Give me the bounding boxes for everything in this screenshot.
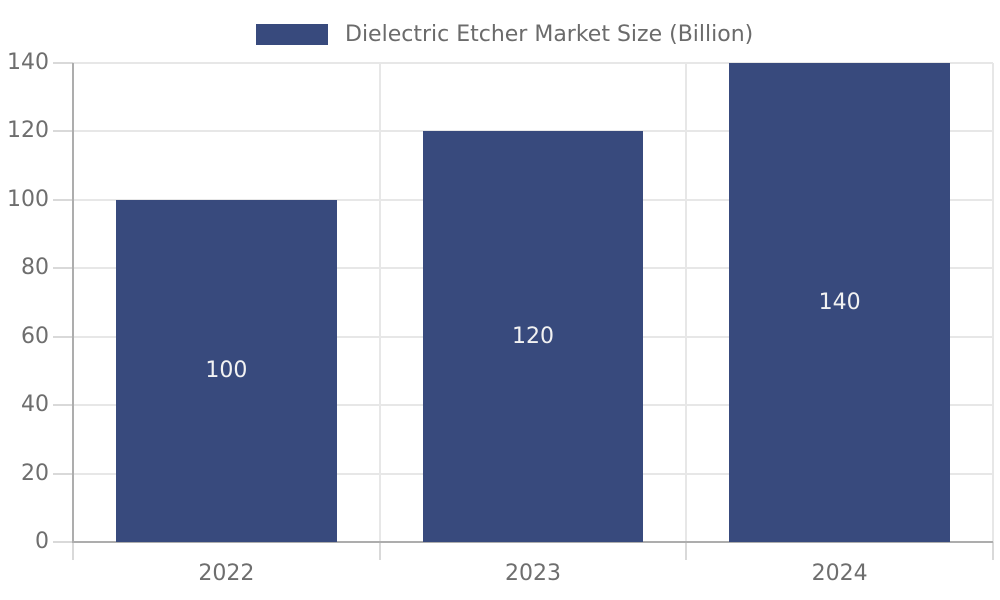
- bar[interactable]: [422, 131, 644, 542]
- y-axis-line: [72, 63, 74, 543]
- y-axis-label: 120: [7, 118, 49, 144]
- y-tick: [53, 472, 73, 475]
- legend-swatch-icon: [256, 23, 328, 45]
- bar-value-label: 120: [512, 323, 554, 349]
- x-axis-line: [72, 541, 993, 543]
- bar[interactable]: [115, 199, 337, 542]
- y-tick: [53, 541, 73, 543]
- x-axis-label: 2024: [811, 561, 868, 586]
- y-tick: [53, 198, 73, 201]
- y-tick: [53, 267, 73, 270]
- bar[interactable]: [729, 63, 951, 542]
- x-tick: [992, 542, 994, 560]
- x-tick: [378, 542, 381, 560]
- y-axis-label: 140: [7, 50, 49, 75]
- legend[interactable]: Dielectric Etcher Market Size (Billion): [256, 20, 753, 48]
- bar-value-label: 100: [205, 357, 248, 383]
- y-tick: [53, 62, 73, 64]
- y-axis-label: 20: [21, 460, 49, 486]
- v-gridline: [685, 63, 688, 542]
- y-axis-label: 80: [21, 255, 49, 281]
- h-gridline: [73, 62, 993, 64]
- y-axis-label: 40: [21, 392, 49, 418]
- y-tick: [53, 404, 73, 407]
- y-tick: [53, 335, 73, 338]
- legend-label: Dielectric Etcher Market Size (Billion): [345, 21, 754, 47]
- x-tick: [685, 542, 688, 560]
- v-gridline: [992, 63, 994, 542]
- x-axis-label: 2022: [198, 561, 255, 586]
- y-axis-label: 0: [35, 529, 49, 554]
- v-gridline: [378, 63, 381, 542]
- x-axis-label: 2023: [505, 561, 561, 586]
- y-axis-label: 100: [7, 186, 49, 212]
- bar-value-label: 140: [818, 289, 861, 315]
- y-axis-label: 60: [21, 323, 49, 349]
- x-tick: [72, 542, 74, 560]
- y-tick: [53, 130, 73, 133]
